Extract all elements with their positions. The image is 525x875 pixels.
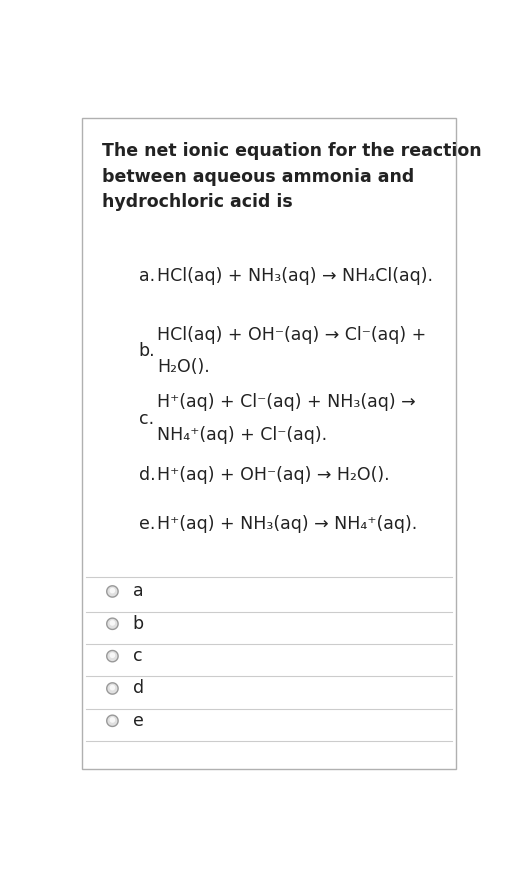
Polygon shape bbox=[110, 653, 116, 658]
Polygon shape bbox=[110, 588, 116, 593]
Text: hydrochloric acid is: hydrochloric acid is bbox=[102, 193, 293, 211]
Text: H⁺(aq) + Cl⁻(aq) + NH₃(aq) →: H⁺(aq) + Cl⁻(aq) + NH₃(aq) → bbox=[157, 394, 416, 411]
Text: HCl(aq) + NH₃(aq) → NH₄Cl(aq).: HCl(aq) + NH₃(aq) → NH₄Cl(aq). bbox=[157, 267, 433, 284]
FancyBboxPatch shape bbox=[82, 118, 456, 768]
Polygon shape bbox=[110, 620, 116, 626]
Text: b.: b. bbox=[139, 342, 155, 360]
Text: between aqueous ammonia and: between aqueous ammonia and bbox=[102, 168, 415, 186]
Polygon shape bbox=[107, 715, 118, 726]
Text: d: d bbox=[133, 680, 144, 697]
Polygon shape bbox=[110, 718, 116, 723]
Text: H⁺(aq) + OH⁻(aq) → H₂O().: H⁺(aq) + OH⁻(aq) → H₂O(). bbox=[157, 466, 390, 484]
Polygon shape bbox=[107, 618, 118, 629]
Text: The net ionic equation for the reaction: The net ionic equation for the reaction bbox=[102, 142, 482, 160]
Polygon shape bbox=[107, 585, 118, 597]
Text: e: e bbox=[133, 711, 144, 730]
Text: c.: c. bbox=[139, 410, 154, 428]
Text: H₂O().: H₂O(). bbox=[157, 359, 210, 376]
Text: b: b bbox=[133, 615, 144, 633]
Polygon shape bbox=[107, 650, 118, 662]
Text: c: c bbox=[133, 648, 142, 665]
Text: H⁺(aq) + NH₃(aq) → NH₄⁺(aq).: H⁺(aq) + NH₃(aq) → NH₄⁺(aq). bbox=[157, 514, 417, 533]
Text: d.: d. bbox=[139, 466, 155, 484]
Polygon shape bbox=[110, 685, 116, 690]
Text: e.: e. bbox=[139, 514, 155, 533]
Polygon shape bbox=[107, 682, 118, 694]
Text: NH₄⁺(aq) + Cl⁻(aq).: NH₄⁺(aq) + Cl⁻(aq). bbox=[157, 426, 327, 444]
Text: a: a bbox=[133, 583, 143, 600]
Text: HCl(aq) + OH⁻(aq) → Cl⁻(aq) +: HCl(aq) + OH⁻(aq) → Cl⁻(aq) + bbox=[157, 326, 426, 344]
Text: a.: a. bbox=[139, 267, 155, 284]
